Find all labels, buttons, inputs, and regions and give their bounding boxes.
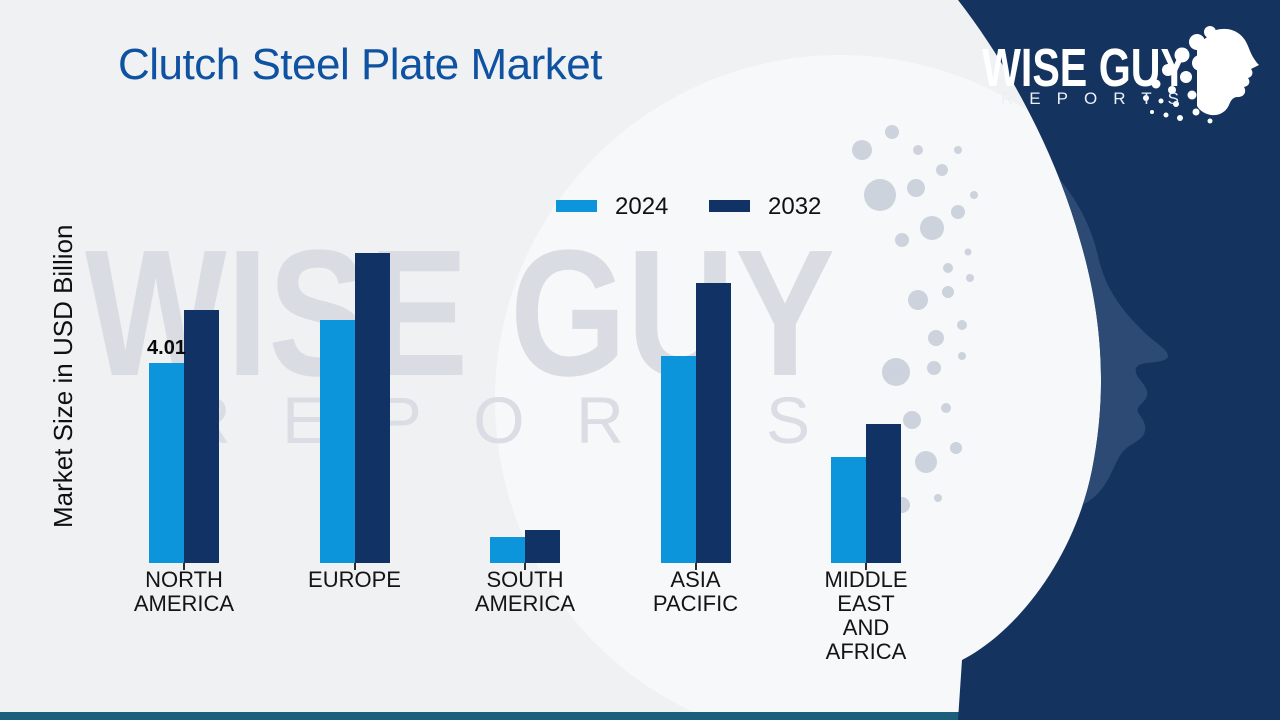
category-label-europe: EUROPE: [308, 567, 401, 592]
category-label-asia-pacific: ASIA PACIFIC: [652, 567, 739, 616]
bar-2032-middle-east-and-africa: [866, 424, 901, 563]
bar-2024-north-america: [149, 363, 184, 563]
bar-2024-south-america: [490, 537, 525, 563]
bar-value-label: 4.01: [147, 337, 186, 359]
logo-face-profile: [1197, 28, 1259, 116]
category-label-south-america: SOUTH AMERICA: [474, 567, 576, 616]
bar-2024-europe: [319, 320, 355, 563]
y-axis-label: Market Size in USD Billion: [48, 224, 78, 528]
x-axis-tick: [865, 563, 867, 570]
logo-wordmark: WISE GUY: [982, 38, 1188, 98]
legend-swatch-2024: [556, 200, 597, 212]
page-title: Clutch Steel Plate Market: [118, 40, 602, 89]
legend-label-2032: 2032: [768, 193, 822, 220]
x-axis-tick: [524, 563, 526, 570]
category-label-north-america: NORTH AMERICA: [133, 567, 235, 616]
legend-label-2024: 2024: [615, 193, 669, 220]
bar-2024-middle-east-and-africa: [831, 457, 866, 563]
category-label-middle-east-and-africa: MIDDLE EAST AND AFRICA: [824, 567, 908, 664]
bar-2024-asia-pacific: [660, 356, 696, 563]
watermark-dots: [852, 125, 978, 513]
bottom-accent-strip: [0, 712, 1280, 720]
x-axis-tick: [183, 563, 185, 570]
bar-2032-south-america: [525, 530, 560, 563]
bar-2032-europe: [354, 253, 390, 563]
bar-2032-north-america: [184, 310, 219, 563]
legend-swatch-2032: [709, 200, 750, 212]
bar-2032-asia-pacific: [695, 283, 731, 563]
x-axis-tick: [353, 563, 356, 570]
x-axis-tick: [694, 563, 697, 570]
